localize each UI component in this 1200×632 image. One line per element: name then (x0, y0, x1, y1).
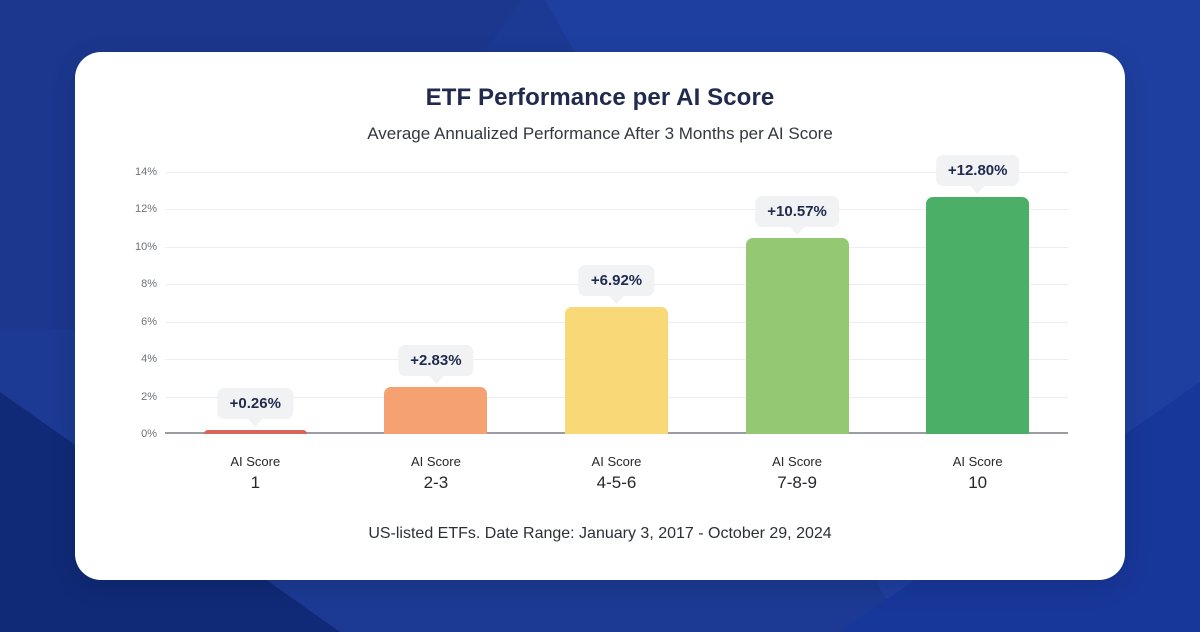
y-axis-tick-label: 0% (141, 428, 157, 440)
bar[interactable]: +10.57% (745, 196, 849, 434)
y-axis-tick-label: 10% (134, 240, 157, 253)
bar-slot: +10.57% (716, 172, 879, 434)
x-axis-tick: AI Score 1 (174, 452, 337, 495)
bar[interactable]: +6.92% (564, 264, 668, 434)
gridline (165, 246, 1068, 248)
y-axis-tick-label: 6% (141, 315, 157, 328)
x-axis-category-name: AI Score (410, 454, 461, 469)
x-axis-tick: AI Score 2-3 (355, 452, 518, 495)
bar[interactable]: +0.26% (203, 388, 307, 434)
chart-card: ETF Performance per AI Score Average Ann… (75, 52, 1125, 580)
gridline (165, 209, 1068, 211)
y-axis-tick-label: 12% (134, 203, 157, 216)
x-axis: AI Score 1 AI Score 2-3 AI Score 4-5-6 AI Scor… (165, 452, 1068, 495)
y-axis: 14% 12% 10% 8% 6% 4% 2% 0% (75, 166, 165, 440)
bar-slot: +2.83% (355, 172, 518, 434)
x-axis-category-value: 4-5-6 (596, 473, 637, 493)
bar-slot: +0.26% (174, 172, 337, 434)
chart-footnote: US-listed ETFs. Date Range: January 3, 2… (368, 525, 832, 543)
x-axis-category-value: 2-3 (423, 473, 449, 493)
bar-slot: +12.80% (896, 155, 1059, 434)
x-axis-category-value: 7-8-9 (777, 473, 817, 493)
y-axis-tick-label: 8% (141, 278, 157, 291)
x-axis-tick: AI Score 7-8-9 (716, 452, 879, 495)
bar-slot: +6.92% (535, 172, 698, 434)
bar-value-label: +2.83% (398, 345, 474, 377)
bar-value-label: +6.92% (578, 264, 655, 296)
y-axis-tick-label: 14% (134, 166, 157, 178)
bar-value-label: +12.80% (935, 155, 1020, 187)
bar-value-label: +0.26% (217, 388, 293, 419)
bar[interactable]: +2.83% (384, 345, 488, 434)
x-axis-tick: AI Score 4-5-6 (535, 452, 698, 495)
x-axis-category-name: AI Score (230, 454, 281, 469)
x-axis-category-value: 10 (968, 473, 988, 493)
y-axis-tick-label: 4% (141, 353, 157, 366)
gridline (165, 172, 1068, 173)
bar-series: +0.26% +2.83% +6.92% +10.57% +12.80% (165, 155, 1068, 434)
x-axis-category-value: 1 (250, 473, 261, 493)
y-axis-tick-label: 2% (141, 390, 157, 403)
x-axis-category-name: AI Score (952, 454, 1003, 469)
chart-title: ETF Performance per AI Score (425, 84, 775, 111)
plot-area: 14% 12% 10% 8% 6% 4% 2% 0% +0.26% +2.83% +6.92% +1… (75, 155, 1125, 442)
x-axis-category-name: AI Score (591, 454, 642, 469)
x-axis-category-name: AI Score (772, 454, 822, 469)
chart-subtitle: Average Annualized Performance After 3 M… (367, 124, 833, 143)
bar[interactable]: +12.80% (926, 155, 1030, 434)
x-axis-tick: AI Score 10 (896, 452, 1059, 495)
bar-value-label: +10.57% (755, 196, 839, 228)
